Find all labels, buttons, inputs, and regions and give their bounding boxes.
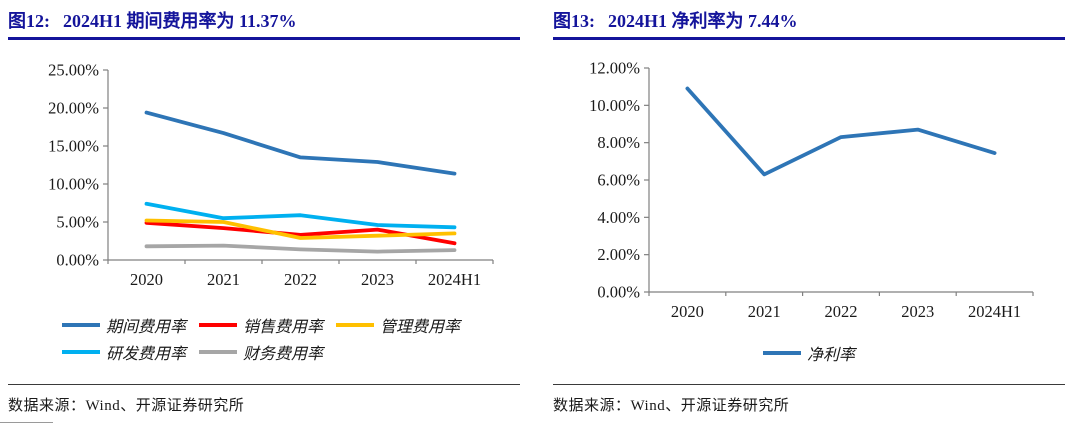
source-rule: [8, 383, 520, 385]
figure-number-label: 图13:: [553, 11, 595, 31]
figure-net-margin: 图13: 2024H1 净利率为 7.44% 0.00% 2.00% 4.00% 6.0…: [553, 10, 1065, 415]
x-category-label: 2024H1: [428, 270, 481, 289]
legend-label: 研发费用率: [106, 346, 187, 363]
y-tick-label: 10.00%: [589, 95, 640, 114]
legend-item: 销售费用率: [199, 313, 336, 337]
legend-label: 管理费用率: [380, 319, 461, 336]
source-text: 数据来源：Wind、开源证券研究所: [553, 397, 790, 414]
y-tick-label: 25.00%: [48, 60, 99, 79]
y-tick-label: 6.00%: [597, 170, 640, 189]
legend-row: 研发费用率 财务费用率: [8, 339, 520, 366]
legend: 净利率: [553, 340, 1065, 367]
legend-item: 管理费用率: [336, 313, 473, 337]
x-category-label: 2020: [130, 270, 163, 289]
legend-row: 期间费用率 销售费用率 管理费用率: [8, 312, 520, 339]
y-tick-label: 12.00%: [589, 58, 640, 77]
figure-title-text: 2024H1 期间费用率为 11.37%: [63, 11, 297, 31]
figure-expense-ratio: 图12: 2024H1 期间费用率为 11.37% 0.00% 5.00% 10.00…: [8, 10, 520, 415]
legend-line-swatch: [62, 350, 100, 354]
x-category-label: 2022: [825, 302, 858, 321]
y-tick-label: 10.00%: [48, 174, 99, 193]
net-margin-chart: 0.00% 2.00% 4.00% 6.00% 8.00% 10.00% 12.00% 202…: [589, 58, 1034, 321]
legend-item: 财务费用率: [199, 340, 336, 364]
x-category-label: 2022: [284, 270, 317, 289]
legend-label: 财务费用率: [243, 346, 324, 363]
x-category-label: 2021: [207, 270, 240, 289]
source-rule: [553, 383, 1065, 385]
legend-item: 研发费用率: [62, 340, 199, 364]
x-category-label: 2020: [671, 302, 704, 321]
series-line-0: [685, 86, 997, 176]
figure-title-text: 2024H1 净利率为 7.44%: [608, 11, 798, 31]
y-tick-label: 0.00%: [56, 250, 99, 269]
expense-ratio-chart: 0.00% 5.00% 10.00% 15.00% 20.00% 25.00% 2020 20…: [48, 60, 494, 289]
legend-line-swatch: [762, 351, 801, 355]
figure-title: 图12: 2024H1 期间费用率为 11.37%: [8, 10, 520, 32]
legend-label: 净利率: [806, 347, 855, 364]
figure-number-label: 图12:: [8, 11, 50, 31]
series-line-2: [144, 218, 457, 240]
x-category-label: 2021: [748, 302, 781, 321]
y-tick-label: 4.00%: [597, 207, 640, 226]
legend-line-swatch: [62, 323, 100, 327]
title-rule: [553, 37, 1065, 40]
legend-item: 净利率: [762, 341, 855, 365]
x-category-label: 2023: [361, 270, 394, 289]
legend: 期间费用率 销售费用率 管理费用率 研发费用率 财务费用率: [8, 312, 520, 366]
legend-row: 净利率: [553, 340, 1065, 367]
y-tick-label: 5.00%: [56, 212, 99, 231]
legend-label: 期间费用率: [106, 319, 187, 336]
legend-item: 期间费用率: [62, 313, 199, 337]
legend-line-swatch: [199, 350, 237, 354]
y-tick-label: 0.00%: [597, 282, 640, 301]
legend-line-swatch: [336, 323, 374, 327]
source-text: 数据来源：Wind、开源证券研究所: [8, 397, 245, 414]
y-tick-label: 8.00%: [597, 133, 640, 152]
legend-label: 销售费用率: [243, 319, 324, 336]
x-category-label: 2024H1: [968, 302, 1021, 321]
title-rule: [8, 37, 520, 40]
x-category-label: 2023: [901, 302, 934, 321]
bottom-partial-rule: [0, 422, 53, 423]
series-line-0: [144, 110, 457, 176]
y-tick-label: 20.00%: [48, 98, 99, 117]
series-line-3: [144, 201, 457, 229]
figure-title: 图13: 2024H1 净利率为 7.44%: [553, 10, 1065, 32]
legend-line-swatch: [199, 323, 237, 327]
y-tick-label: 2.00%: [597, 245, 640, 264]
series-line-4: [144, 243, 457, 254]
y-tick-label: 15.00%: [48, 136, 99, 155]
